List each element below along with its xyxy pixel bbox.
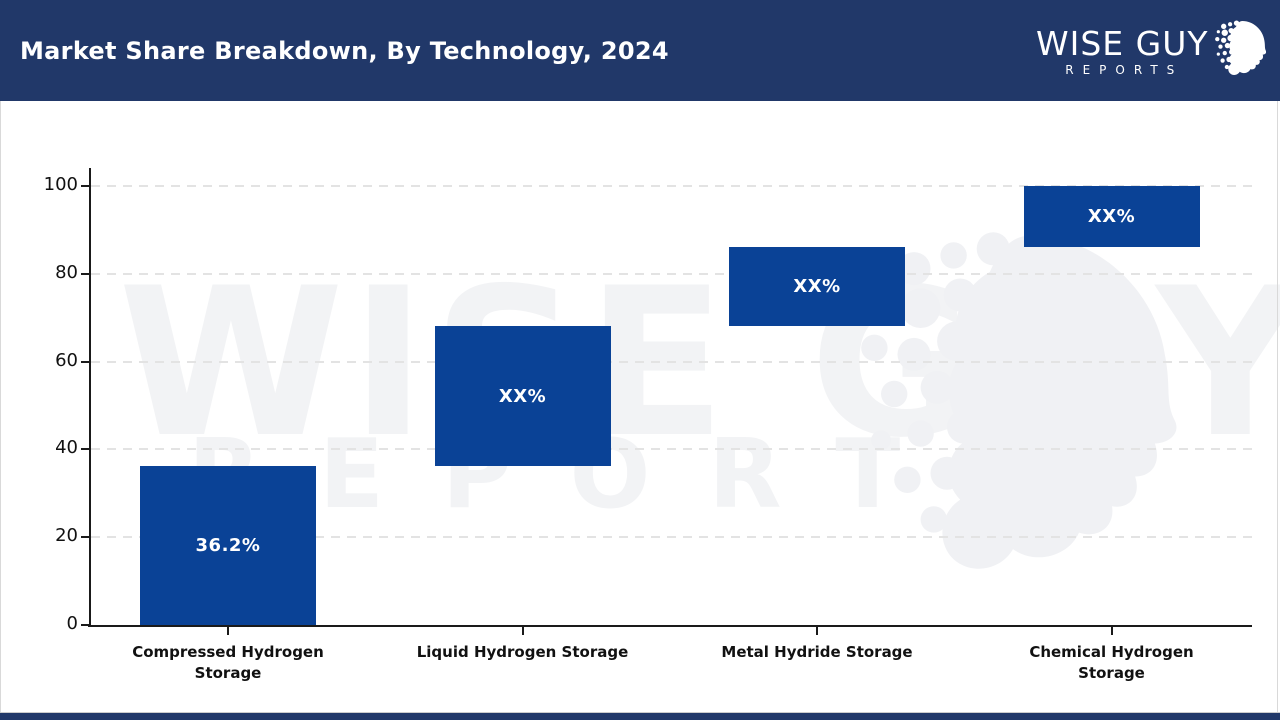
page-title: Market Share Breakdown, By Technology, 2… [20,36,669,65]
watermark-head-icon [861,232,1177,569]
footer-bar [0,712,1280,720]
header-bar: Market Share Breakdown, By Technology, 2… [0,0,1280,101]
category-label: Compressed Hydrogen Storage [132,643,324,682]
gridline [91,272,1252,275]
y-tick-label: 40 [55,437,78,459]
bar-value-label: XX% [498,385,547,407]
y-tick-label: 100 [43,174,78,195]
category-label: Chemical Hydrogen Storage [1029,643,1194,682]
bar-value-label: XX% [1087,205,1136,227]
y-tick-label: 80 [55,261,78,283]
brand-name: WISE GUY [1036,24,1209,63]
y-tick-label: 60 [55,349,78,371]
brand-head-icon [1214,20,1266,75]
bar: XX% [434,326,611,467]
brand-logo: WISE GUY REPORTS [1036,10,1266,94]
bar: 36.2% [140,466,316,625]
category-label: Liquid Hydrogen Storage [416,643,629,661]
y-tick-mark [81,624,89,626]
y-tick-mark [81,185,89,187]
brand-logo-text: WISE GUY REPORTS [1036,27,1209,77]
bar: XX% [1023,186,1200,247]
bar-value-label: 36.2% [195,535,261,557]
gridline [91,360,1252,363]
gridline [91,536,1252,539]
page-border-right [1277,101,1278,712]
gridline [91,185,1252,187]
bar-value-label: XX% [793,276,841,298]
y-tick-mark [81,536,89,539]
brand-subtitle: REPORTS [1065,63,1184,77]
y-tick-mark [81,360,89,363]
gridline [91,448,1252,451]
category-label: Metal Hydride Storage [721,643,913,661]
x-tick-mark [816,627,818,635]
page-border-left [0,101,1,712]
bar: XX% [729,246,905,327]
chart-plot-area: 0 20 40 60 80 100 36.2% Compressed Hydrogen Sto… [0,101,1280,712]
y-tick-mark [81,448,89,451]
y-tick-label: 0 [66,613,78,634]
x-tick-mark [227,627,229,635]
x-tick-mark [521,627,524,635]
y-axis-spine [89,168,91,627]
y-tick-label: 20 [55,525,78,547]
x-axis-spine [88,625,1252,627]
x-tick-mark [1110,627,1113,635]
y-tick-mark [81,272,89,275]
